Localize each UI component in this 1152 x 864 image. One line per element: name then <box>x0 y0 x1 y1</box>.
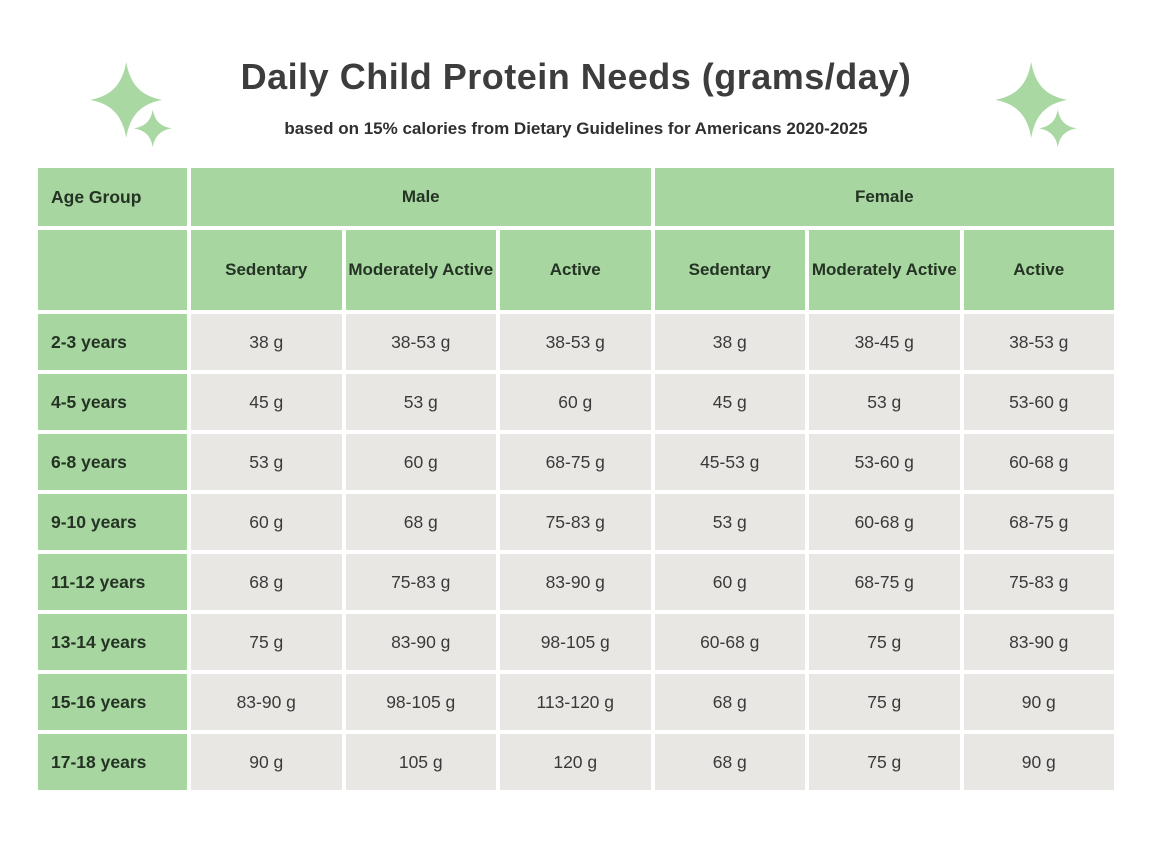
protein-value-cell: 60-68 g <box>963 434 1114 490</box>
protein-value-cell: 90 g <box>191 734 342 790</box>
male-sedentary-header: Sedentary <box>191 230 342 310</box>
protein-value-cell: 60-68 g <box>654 614 805 670</box>
protein-value-cell: 60 g <box>654 554 805 610</box>
female-group-header: Female <box>654 168 1114 226</box>
protein-value-cell: 98-105 g <box>345 674 496 730</box>
protein-value-cell: 38 g <box>654 314 805 370</box>
table-row: 9-10 years 60 g 68 g 75-83 g 53 g 60-68 … <box>38 494 1114 550</box>
protein-value-cell: 75-83 g <box>345 554 496 610</box>
protein-value-cell: 53 g <box>809 374 960 430</box>
age-group-header: Age Group <box>38 168 187 226</box>
protein-value-cell: 38 g <box>191 314 342 370</box>
protein-value-cell: 38-45 g <box>809 314 960 370</box>
protein-value-cell: 105 g <box>345 734 496 790</box>
table-row: 4-5 years 45 g 53 g 60 g 45 g 53 g 53-60… <box>38 374 1114 430</box>
protein-value-cell: 75 g <box>191 614 342 670</box>
protein-value-cell: 53 g <box>345 374 496 430</box>
protein-value-cell: 45 g <box>191 374 342 430</box>
age-group-cell: 11-12 years <box>38 554 187 610</box>
page-subtitle: based on 15% calories from Dietary Guide… <box>284 119 868 138</box>
age-group-cell: 6-8 years <box>38 434 187 490</box>
male-moderately-active-header: Moderately Active <box>345 230 496 310</box>
table-row: 6-8 years 53 g 60 g 68-75 g 45-53 g 53-6… <box>38 434 1114 490</box>
protein-value-cell: 68 g <box>345 494 496 550</box>
protein-value-cell: 75 g <box>809 674 960 730</box>
protein-value-cell: 53-60 g <box>963 374 1114 430</box>
protein-value-cell: 53 g <box>654 494 805 550</box>
protein-value-cell: 53-60 g <box>809 434 960 490</box>
protein-value-cell: 38-53 g <box>345 314 496 370</box>
protein-value-cell: 53 g <box>191 434 342 490</box>
table-row: 11-12 years 68 g 75-83 g 83-90 g 60 g 68… <box>38 554 1114 610</box>
protein-value-cell: 83-90 g <box>191 674 342 730</box>
protein-value-cell: 113-120 g <box>500 674 651 730</box>
protein-value-cell: 60 g <box>345 434 496 490</box>
protein-value-cell: 45-53 g <box>654 434 805 490</box>
age-group-cell: 15-16 years <box>38 674 187 730</box>
male-active-header: Active <box>500 230 651 310</box>
age-group-cell: 2-3 years <box>38 314 187 370</box>
sparkle-icon <box>985 60 1085 155</box>
protein-value-cell: 120 g <box>500 734 651 790</box>
protein-value-cell: 68-75 g <box>809 554 960 610</box>
female-active-header: Active <box>963 230 1114 310</box>
group-header-row: Age Group Male Female <box>38 168 1114 226</box>
table-row: 15-16 years 83-90 g 98-105 g 113-120 g 6… <box>38 674 1114 730</box>
protein-value-cell: 83-90 g <box>963 614 1114 670</box>
protein-value-cell: 75-83 g <box>963 554 1114 610</box>
age-group-cell: 9-10 years <box>38 494 187 550</box>
empty-corner-cell <box>38 230 187 310</box>
male-group-header: Male <box>191 168 651 226</box>
table-row: 13-14 years 75 g 83-90 g 98-105 g 60-68 … <box>38 614 1114 670</box>
activity-header-row: Sedentary Moderately Active Active Seden… <box>38 230 1114 310</box>
protein-value-cell: 38-53 g <box>500 314 651 370</box>
age-group-cell: 17-18 years <box>38 734 187 790</box>
protein-value-cell: 75 g <box>809 734 960 790</box>
protein-value-cell: 90 g <box>963 674 1114 730</box>
sparkle-icon <box>80 60 180 155</box>
female-moderately-active-header: Moderately Active <box>809 230 960 310</box>
age-group-cell: 13-14 years <box>38 614 187 670</box>
protein-value-cell: 75-83 g <box>500 494 651 550</box>
protein-value-cell: 83-90 g <box>345 614 496 670</box>
age-group-cell: 4-5 years <box>38 374 187 430</box>
protein-value-cell: 68 g <box>654 734 805 790</box>
protein-value-cell: 68 g <box>654 674 805 730</box>
table-row: 17-18 years 90 g 105 g 120 g 68 g 75 g 9… <box>38 734 1114 790</box>
protein-value-cell: 38-53 g <box>963 314 1114 370</box>
protein-value-cell: 60-68 g <box>809 494 960 550</box>
protein-value-cell: 60 g <box>191 494 342 550</box>
protein-value-cell: 83-90 g <box>500 554 651 610</box>
protein-value-cell: 45 g <box>654 374 805 430</box>
female-sedentary-header: Sedentary <box>654 230 805 310</box>
protein-value-cell: 60 g <box>500 374 651 430</box>
protein-value-cell: 68 g <box>191 554 342 610</box>
protein-value-cell: 98-105 g <box>500 614 651 670</box>
page-title: Daily Child Protein Needs (grams/day) <box>240 56 912 97</box>
protein-value-cell: 68-75 g <box>963 494 1114 550</box>
protein-value-cell: 90 g <box>963 734 1114 790</box>
table-row: 2-3 years 38 g 38-53 g 38-53 g 38 g 38-4… <box>38 314 1114 370</box>
protein-value-cell: 75 g <box>809 614 960 670</box>
protein-value-cell: 68-75 g <box>500 434 651 490</box>
protein-needs-table: Age Group Male Female Sedentary Moderate… <box>34 164 1118 794</box>
